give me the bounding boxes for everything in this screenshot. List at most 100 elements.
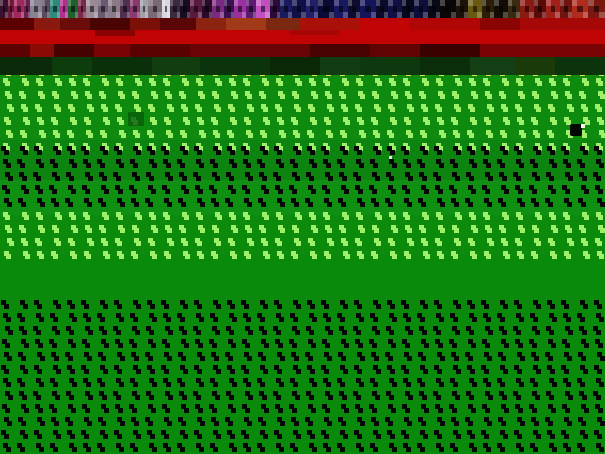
glyph-mark <box>306 172 311 177</box>
glyph-mark <box>149 378 154 383</box>
red-block-2 <box>60 18 90 30</box>
glyph-mark <box>453 146 458 151</box>
glyph-mark <box>198 225 203 230</box>
glyph-mark <box>467 365 472 370</box>
glyph-mark <box>197 198 202 203</box>
glyph-mark <box>291 198 296 203</box>
glyph-mark <box>195 185 200 190</box>
glyph-mark <box>563 78 568 83</box>
darkgreen-block-7 <box>360 57 420 75</box>
glyph-mark <box>5 172 10 177</box>
glyph-mark <box>516 378 521 383</box>
glyph-mark <box>322 404 327 409</box>
glyph-mark <box>39 130 44 135</box>
glyph-mark <box>470 117 475 122</box>
glyph-mark <box>84 198 89 203</box>
glyph-mark <box>465 417 470 422</box>
glyph-mark <box>230 117 235 122</box>
noise-speckle <box>208 12 212 18</box>
glyph-mark <box>582 143 587 148</box>
glyph-mark <box>371 251 376 256</box>
lower-lite-grid <box>0 212 605 264</box>
glyph-mark <box>19 326 24 331</box>
glyph-mark <box>531 198 536 203</box>
noise-speckle <box>162 0 165 6</box>
glyph-mark <box>133 365 138 370</box>
glyph-mark <box>182 143 187 148</box>
glyph-mark <box>1 430 6 435</box>
glyph-mark <box>486 130 491 135</box>
noise-speckle <box>167 12 170 18</box>
glyph-mark <box>451 417 456 422</box>
noise-speckle <box>477 12 482 18</box>
glyph-mark <box>277 417 282 422</box>
glyph-mark <box>243 443 248 448</box>
glyph-mark <box>194 365 199 370</box>
noise-speckle <box>546 0 551 6</box>
glyph-mark <box>578 417 583 422</box>
glyph-mark <box>294 104 299 109</box>
glyph-mark <box>52 172 57 177</box>
glyph-mark <box>194 430 199 435</box>
glyph-mark <box>196 159 201 164</box>
glyph-mark <box>23 117 28 122</box>
glyph-mark <box>17 159 22 164</box>
glyph-mark <box>6 130 11 135</box>
glyph-mark <box>435 238 440 243</box>
glyph-mark <box>596 78 601 83</box>
glyph-mark <box>102 212 107 217</box>
glyph-mark <box>178 417 183 422</box>
glyph-mark <box>83 159 88 164</box>
glyph-mark <box>197 251 202 256</box>
glyph-mark <box>498 198 503 203</box>
glyph-mark <box>134 104 139 109</box>
glyph-mark <box>99 91 104 96</box>
glyph-mark <box>22 212 27 217</box>
glyph-mark <box>163 443 168 448</box>
glyph-mark <box>534 104 539 109</box>
glyph-mark <box>340 300 345 305</box>
glyph-mark <box>113 391 118 396</box>
glyph-mark <box>116 143 121 148</box>
noise-speckle <box>34 6 38 12</box>
glyph-mark <box>529 404 534 409</box>
noise-speckle <box>402 0 406 6</box>
glyph-mark <box>243 212 248 217</box>
noise-speckle <box>17 6 21 12</box>
glyph-mark <box>498 352 503 357</box>
glyph-mark <box>179 91 184 96</box>
glyph-mark <box>404 251 409 256</box>
noise-speckle <box>140 0 143 6</box>
glyph-mark <box>35 185 40 190</box>
green-panel-4 <box>0 255 605 300</box>
glyph-mark <box>450 378 455 383</box>
glyph-mark <box>354 365 359 370</box>
glyph-mark <box>483 378 488 383</box>
glyph-mark <box>498 417 503 422</box>
glyph-mark <box>533 365 538 370</box>
glyph-mark <box>161 146 166 151</box>
noise-speckle <box>318 0 324 6</box>
glyph-mark <box>564 117 569 122</box>
noise-speckle <box>550 6 556 12</box>
glyph-mark <box>291 417 296 422</box>
glyph-mark <box>436 159 441 164</box>
glyph-mark <box>369 185 374 190</box>
glyph-mark <box>148 185 153 190</box>
noise-speckle <box>224 0 228 6</box>
glyph-mark <box>181 238 186 243</box>
glyph-mark <box>182 78 187 83</box>
glyph-mark <box>467 146 472 151</box>
glyph-mark <box>164 352 169 357</box>
glyph-mark <box>130 159 135 164</box>
noise-speckle <box>65 12 68 18</box>
glyph-mark <box>513 326 518 331</box>
noise-speckle <box>104 12 108 18</box>
noise-speckle <box>482 0 486 6</box>
glyph-mark <box>471 91 476 96</box>
glyph-mark <box>324 352 329 357</box>
noise-speckle <box>301 12 306 18</box>
glyph-mark <box>99 225 104 230</box>
glyph-mark <box>594 365 599 370</box>
darkgreen-block-8 <box>420 57 470 75</box>
